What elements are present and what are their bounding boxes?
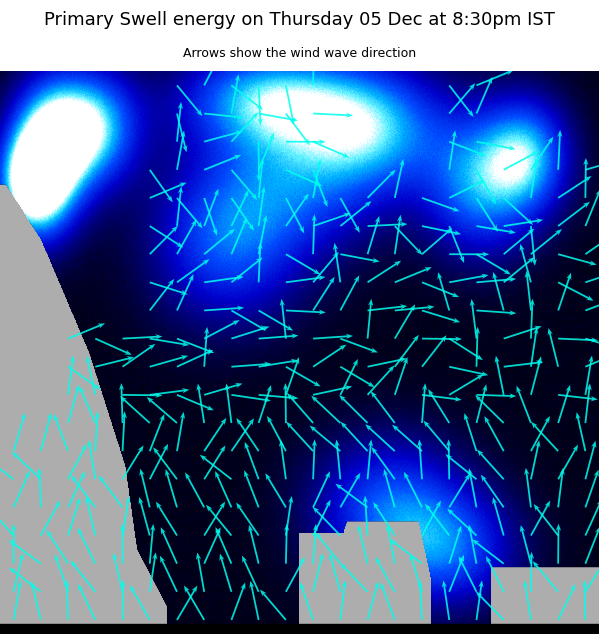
Text: Primary Swell energy on Thursday 05 Dec at 8:30pm IST: Primary Swell energy on Thursday 05 Dec … (44, 11, 555, 29)
Text: Arrows show the wind wave direction: Arrows show the wind wave direction (183, 47, 416, 60)
